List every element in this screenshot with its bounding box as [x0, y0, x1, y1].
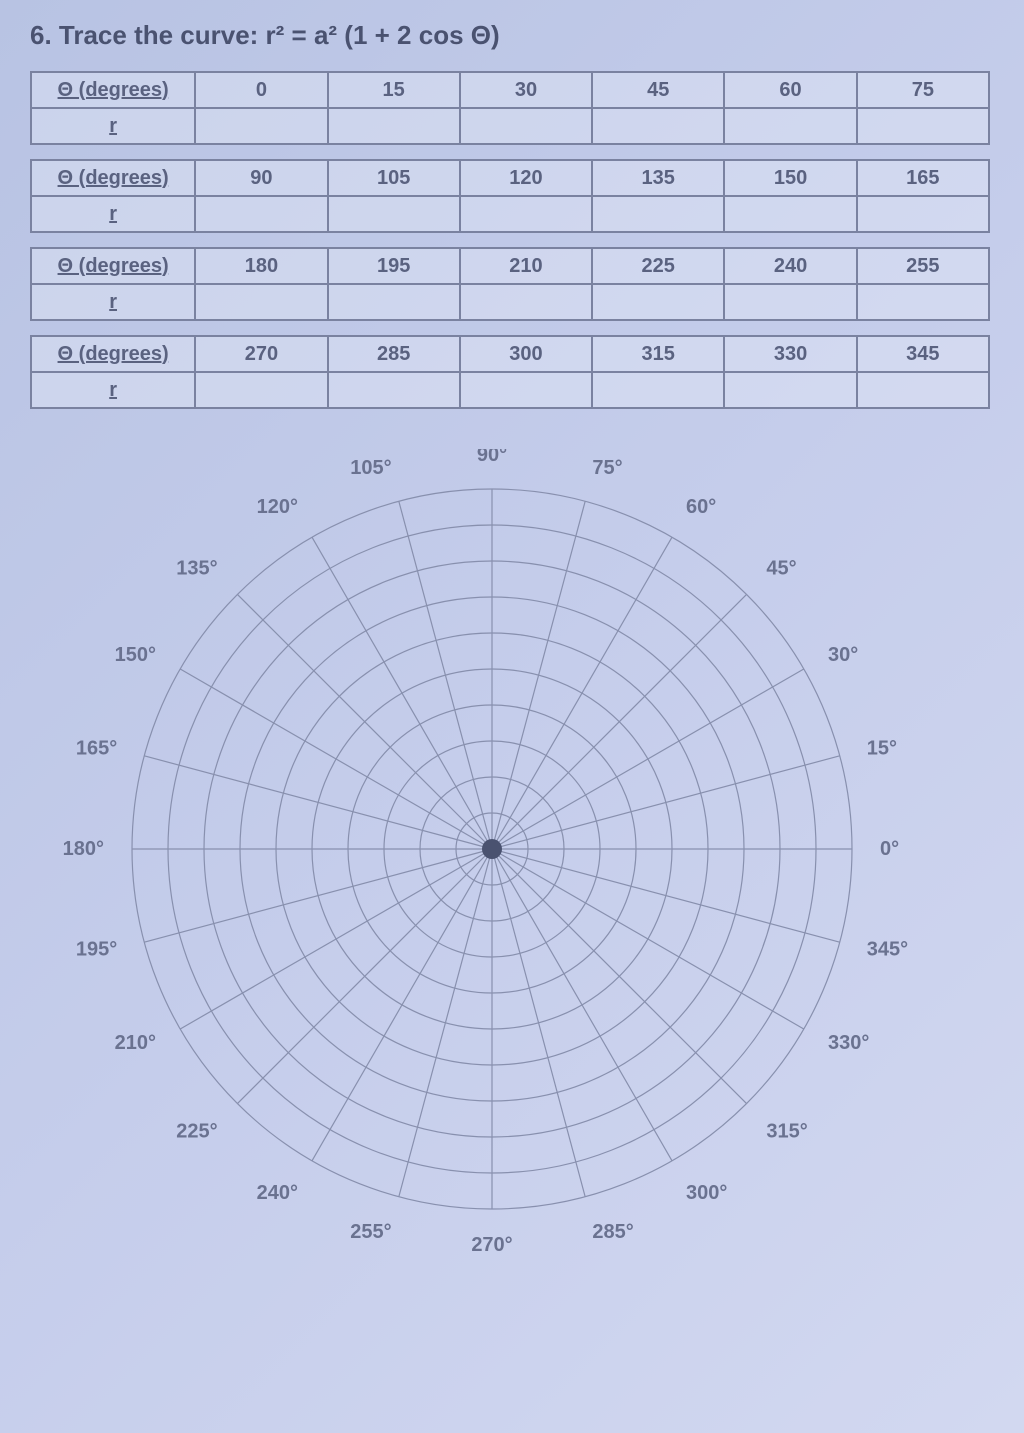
theta-cell: 270	[195, 336, 327, 372]
r-cell	[592, 108, 724, 144]
theta-cell: 150	[724, 160, 856, 196]
theta-cell: 300	[460, 336, 592, 372]
angle-label-30: 30°	[828, 644, 858, 666]
angle-label-300: 300°	[686, 1182, 727, 1204]
theta-header: Θ (degrees)	[31, 160, 195, 196]
theta-header: Θ (degrees)	[31, 336, 195, 372]
r-cell	[328, 108, 460, 144]
theta-cell: 105	[328, 160, 460, 196]
theta-cell: 90	[195, 160, 327, 196]
question-title: 6. Trace the curve: r² = a² (1 + 2 cos Θ…	[30, 20, 994, 51]
angle-label-45: 45°	[766, 558, 796, 580]
r-cell	[328, 196, 460, 232]
angle-label-240: 240°	[257, 1182, 298, 1204]
angle-label-150: 150°	[115, 644, 156, 666]
angle-label-120: 120°	[257, 496, 298, 518]
angle-label-270: 270°	[471, 1234, 512, 1256]
r-cell	[460, 108, 592, 144]
theta-cell: 210	[460, 248, 592, 284]
angle-label-315: 315°	[766, 1120, 807, 1142]
r-cell	[592, 284, 724, 320]
angle-label-330: 330°	[828, 1032, 869, 1054]
angle-label-210: 210°	[115, 1032, 156, 1054]
r-cell	[460, 372, 592, 408]
angle-label-0: 0°	[880, 838, 899, 860]
r-cell	[857, 108, 989, 144]
r-cell	[724, 372, 856, 408]
r-cell	[328, 284, 460, 320]
theta-header: Θ (degrees)	[31, 72, 195, 108]
angle-label-180: 180°	[63, 838, 104, 860]
angle-label-105: 105°	[350, 457, 391, 479]
angle-label-255: 255°	[350, 1221, 391, 1243]
angle-label-60: 60°	[686, 496, 716, 518]
theta-table-0: Θ (degrees)01530456075 r	[30, 71, 990, 145]
theta-cell: 60	[724, 72, 856, 108]
theta-cell: 285	[328, 336, 460, 372]
polar-grid: 0° 15° 30° 45° 60° 75° 90° 105° 120° 135° 150° 165°…	[30, 449, 994, 1274]
theta-table-2: Θ (degrees)180195210225240255 r	[30, 247, 990, 321]
theta-cell: 255	[857, 248, 989, 284]
angle-label-195: 195°	[76, 938, 117, 960]
r-cell	[857, 196, 989, 232]
r-header: r	[31, 372, 195, 408]
theta-cell: 15	[328, 72, 460, 108]
r-cell	[857, 372, 989, 408]
angle-label-345: 345°	[867, 938, 908, 960]
angle-label-15: 15°	[867, 738, 897, 760]
theta-cell: 0	[195, 72, 327, 108]
angle-label-165: 165°	[76, 738, 117, 760]
r-cell	[195, 372, 327, 408]
theta-cell: 225	[592, 248, 724, 284]
r-cell	[195, 196, 327, 232]
data-tables: Θ (degrees)01530456075rΘ (degrees)901051…	[30, 71, 994, 409]
angle-label-225: 225°	[176, 1120, 217, 1142]
r-cell	[460, 284, 592, 320]
r-cell	[724, 108, 856, 144]
theta-table-3: Θ (degrees)270285300315330345 r	[30, 335, 990, 409]
theta-cell: 330	[724, 336, 856, 372]
r-cell	[592, 372, 724, 408]
r-header: r	[31, 284, 195, 320]
angle-label-135: 135°	[176, 558, 217, 580]
r-cell	[328, 372, 460, 408]
r-header: r	[31, 108, 195, 144]
r-cell	[195, 284, 327, 320]
theta-cell: 75	[857, 72, 989, 108]
r-cell	[724, 196, 856, 232]
theta-header: Θ (degrees)	[31, 248, 195, 284]
theta-cell: 240	[724, 248, 856, 284]
theta-table-1: Θ (degrees)90105120135150165 r	[30, 159, 990, 233]
theta-cell: 180	[195, 248, 327, 284]
theta-cell: 195	[328, 248, 460, 284]
r-cell	[195, 108, 327, 144]
theta-cell: 315	[592, 336, 724, 372]
theta-cell: 345	[857, 336, 989, 372]
r-cell	[460, 196, 592, 232]
theta-cell: 165	[857, 160, 989, 196]
r-cell	[857, 284, 989, 320]
angle-label-285: 285°	[592, 1221, 633, 1243]
angle-label-90: 90°	[477, 449, 507, 466]
r-cell	[592, 196, 724, 232]
r-header: r	[31, 196, 195, 232]
r-cell	[724, 284, 856, 320]
angle-label-75: 75°	[592, 457, 622, 479]
theta-cell: 30	[460, 72, 592, 108]
theta-cell: 135	[592, 160, 724, 196]
theta-cell: 120	[460, 160, 592, 196]
theta-cell: 45	[592, 72, 724, 108]
